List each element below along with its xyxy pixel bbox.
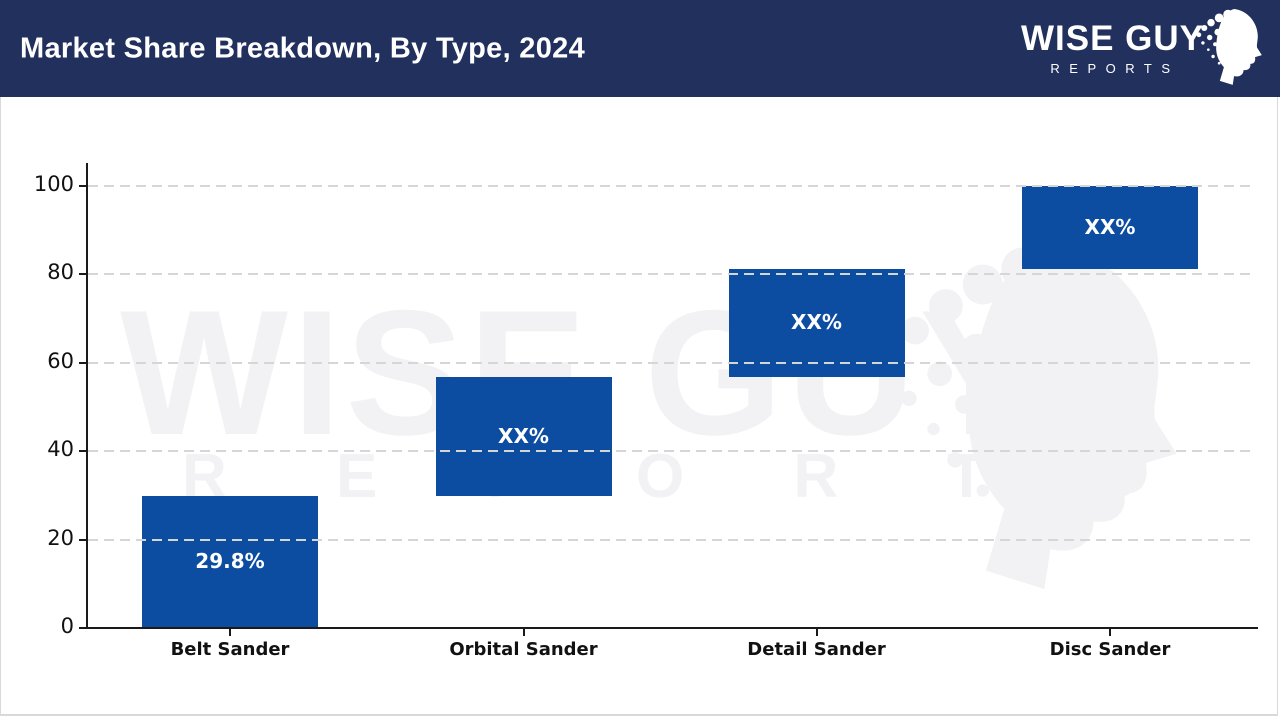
y-tick-label: 40 (47, 437, 74, 461)
y-tick-label: 100 (33, 171, 74, 196)
y-tick (79, 538, 86, 541)
header-bar: Market Share Breakdown, By Type, 2024 WI… (0, 0, 1280, 97)
bar-segment (728, 268, 905, 377)
page-title: Market Share Breakdown, By Type, 2024 (20, 32, 586, 64)
y-tick-label: 20 (47, 525, 74, 550)
gridline (88, 184, 1256, 187)
category-label: Orbital Sander (449, 639, 598, 660)
y-axis-line (86, 163, 88, 629)
bar-value-label: XX% (1084, 214, 1136, 239)
y-tick (79, 273, 86, 275)
x-tick (1109, 629, 1111, 636)
bar-segment (142, 496, 318, 628)
x-tick (229, 629, 231, 636)
brand-name: WISE GUY (1020, 19, 1204, 58)
bar-value-label: 29.8% (195, 549, 265, 574)
y-tick (79, 184, 86, 187)
category-label: Detail Sander (747, 639, 886, 660)
x-axis-line (86, 627, 1258, 629)
brand-logo-text: WISE GUY REPORTS (1021, 21, 1204, 76)
gridline (88, 361, 1256, 364)
bar-value-label: XX% (498, 423, 549, 448)
y-tick-label: 60 (47, 348, 74, 373)
bar-value-label: XX% (791, 309, 842, 334)
y-tick-label: 0 (60, 614, 74, 638)
category-label: Belt Sander (170, 639, 290, 660)
y-tick-label: 80 (47, 260, 74, 284)
bar-segment (435, 376, 612, 497)
y-tick (79, 627, 86, 629)
x-tick (522, 629, 525, 636)
gridline (88, 538, 1256, 541)
gridline (88, 450, 1256, 452)
brand-subtitle: REPORTS (1050, 61, 1180, 76)
y-tick (79, 361, 86, 364)
brand-logo: WISE GUY REPORTS (1021, 0, 1272, 97)
gridline (88, 273, 1256, 275)
wise-guy-head-icon (1196, 8, 1262, 85)
y-tick (79, 450, 86, 452)
x-tick (815, 629, 818, 636)
category-label: Disc Sander (1049, 639, 1171, 660)
